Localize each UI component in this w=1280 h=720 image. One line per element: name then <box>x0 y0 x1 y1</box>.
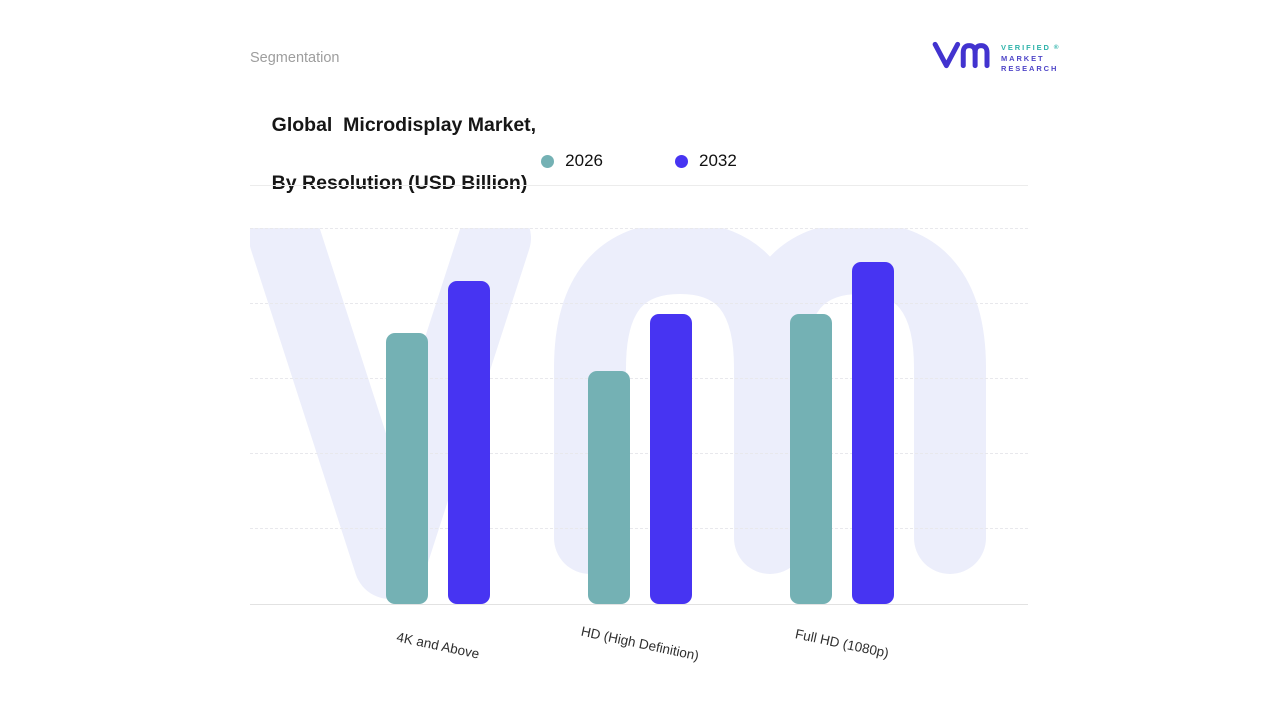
vmr-logo-text: VERIFIED ® MARKET RESEARCH <box>1001 41 1061 75</box>
x-axis-line <box>250 604 1028 605</box>
bar-2032-4k-and-above <box>448 281 490 604</box>
vmr-logo-icon <box>932 41 992 69</box>
registered-trademark: ® <box>1053 44 1061 51</box>
category-label-fullhd: Full HD (1080p) <box>793 626 891 661</box>
legend-item-2026: 2026 <box>541 151 603 171</box>
bar-group <box>588 228 692 604</box>
category-label-hd: HD (High Definition) <box>579 623 701 664</box>
bar-2026-hd-high-definition- <box>588 371 630 604</box>
bar-chart <box>250 228 1028 605</box>
legend-label-2032: 2032 <box>699 151 737 170</box>
bar-group <box>386 228 490 604</box>
gridline <box>250 528 1028 529</box>
bar-group <box>790 228 894 604</box>
bar-2026-4k-and-above <box>386 333 428 604</box>
legend-swatch-2032 <box>675 154 688 168</box>
gridline <box>250 228 1028 229</box>
gridline <box>250 378 1028 379</box>
gridline <box>250 303 1028 304</box>
bar-2026-full-hd-1080p- <box>790 314 832 604</box>
eyebrow-label: Segmentation <box>250 50 340 66</box>
header-divider <box>250 185 1028 186</box>
logo-line-verified: VERIFIED ® <box>1001 43 1061 52</box>
legend-item-2032: 2032 <box>675 151 737 171</box>
bar-2032-full-hd-1080p- <box>852 262 894 604</box>
gridline <box>250 453 1028 454</box>
logo-line-market: MARKET <box>1001 53 1045 63</box>
category-label-4k: 4K and Above <box>395 629 481 662</box>
bar-groups <box>250 228 1028 604</box>
bar-2032-hd-high-definition- <box>650 314 692 604</box>
chart-title-line1: Global Microdisplay Market, <box>271 114 537 136</box>
legend-swatch-2026 <box>541 154 555 168</box>
legend-label-2026: 2026 <box>565 151 603 170</box>
vmr-logo: VERIFIED ® MARKET RESEARCH <box>932 41 1061 75</box>
chart-title: Global Microdisplay Market, By Resolutio… <box>250 82 536 227</box>
legend: 2026 2032 <box>250 151 1028 171</box>
logo-line-research: RESEARCH <box>1001 64 1059 73</box>
chart-title-line2: By Resolution (USD Billion) <box>271 172 528 194</box>
